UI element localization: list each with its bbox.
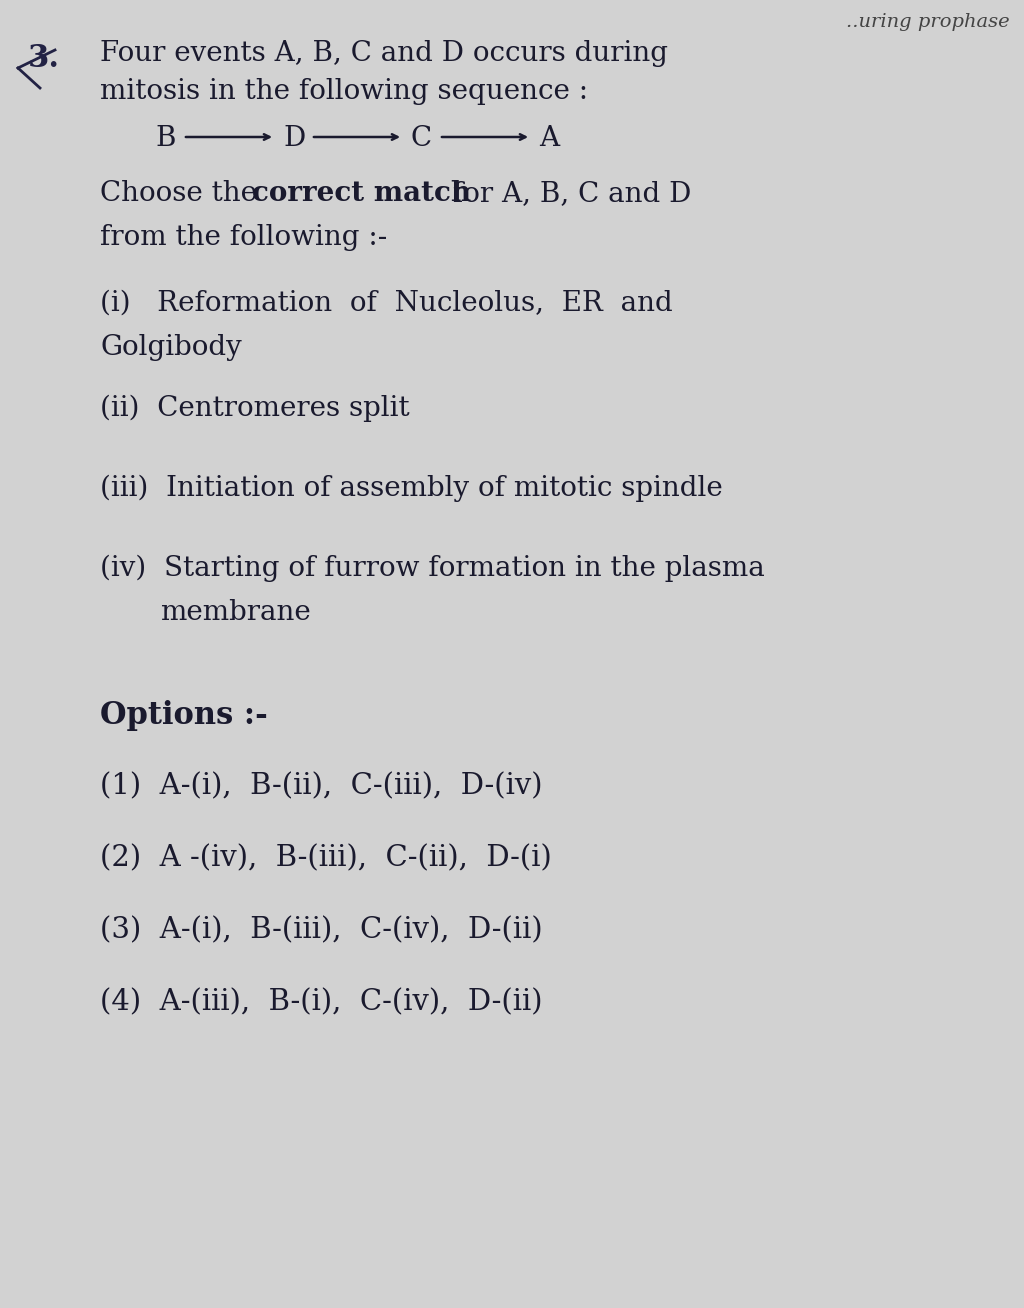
Text: for A, B, C and D: for A, B, C and D — [444, 181, 691, 207]
Text: (4)  A-(iii),  B-(i),  C-(iv),  D-(ii): (4) A-(iii), B-(i), C-(iv), D-(ii) — [100, 988, 543, 1016]
Text: A: A — [539, 126, 559, 152]
Text: membrane: membrane — [160, 599, 310, 627]
Text: 3.: 3. — [28, 43, 60, 75]
Text: Four events A, B, C and D occurs during: Four events A, B, C and D occurs during — [100, 41, 668, 67]
Text: (ii)  Centromeres split: (ii) Centromeres split — [100, 395, 410, 422]
Text: (2)  A -(iv),  B-(iii),  C-(ii),  D-(i): (2) A -(iv), B-(iii), C-(ii), D-(i) — [100, 844, 552, 872]
Text: C: C — [411, 126, 432, 152]
Text: D: D — [283, 126, 305, 152]
Text: (1)  A-(i),  B-(ii),  C-(iii),  D-(iv): (1) A-(i), B-(ii), C-(iii), D-(iv) — [100, 772, 543, 800]
Text: (i)   Reformation  of  Nucleolus,  ER  and: (i) Reformation of Nucleolus, ER and — [100, 290, 673, 317]
Text: from the following :-: from the following :- — [100, 224, 387, 251]
Text: (iv)  Starting of furrow formation in the plasma: (iv) Starting of furrow formation in the… — [100, 555, 765, 582]
Text: mitosis in the following sequence :: mitosis in the following sequence : — [100, 78, 588, 105]
Text: Choose the: Choose the — [100, 181, 266, 207]
Text: ..uring prophase: ..uring prophase — [847, 13, 1010, 31]
Text: Golgibody: Golgibody — [100, 334, 242, 361]
Text: (3)  A-(i),  B-(iii),  C-(iv),  D-(ii): (3) A-(i), B-(iii), C-(iv), D-(ii) — [100, 916, 543, 944]
Text: Options :-: Options :- — [100, 700, 267, 731]
Text: correct match: correct match — [252, 181, 471, 207]
Text: (iii)  Initiation of assembly of mitotic spindle: (iii) Initiation of assembly of mitotic … — [100, 475, 723, 502]
Text: B: B — [155, 126, 175, 152]
